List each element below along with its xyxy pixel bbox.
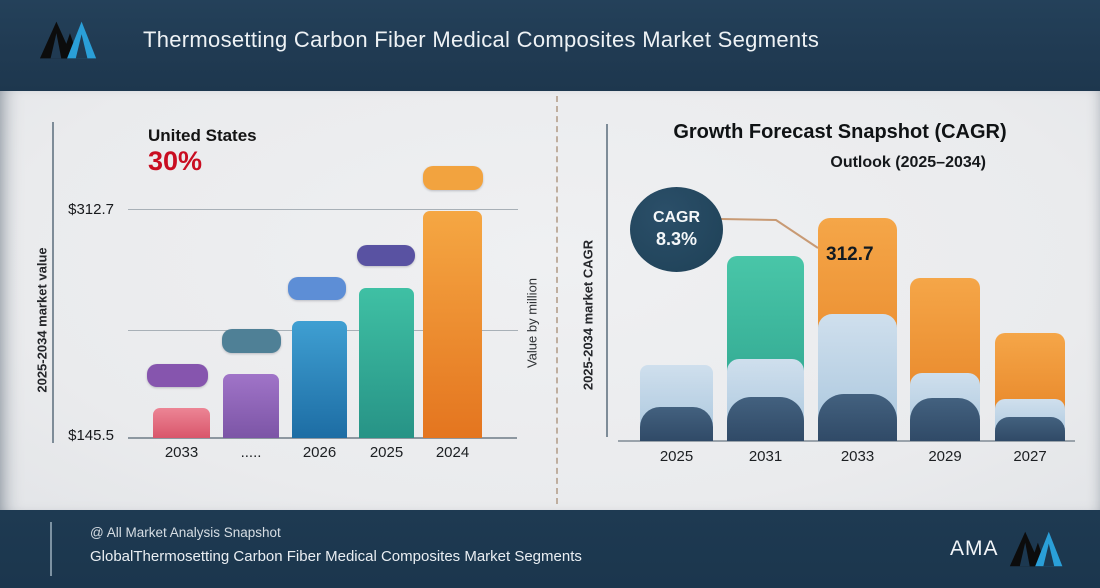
footer-divider-line [50,522,52,576]
footer: @ All Market Analysis Snapshot GlobalThe… [0,510,1100,588]
ama-footer-logo-icon [1009,531,1063,567]
left-y-axis-title: 2025-2034 market value [34,247,50,393]
left-x-axis-label-.....: ..... [240,444,262,461]
right-x-axis-label-2033: 2033 [840,448,875,465]
right-x-axis-label-2025: 2025 [659,448,694,465]
right-bar-2029-navy [910,398,980,441]
right-y-axis-line [606,124,608,437]
left-bar-marker-..... [222,329,281,353]
left-bar-2025 [359,288,414,438]
right-bar-2033-navy [818,394,897,441]
footer-brand-text: AMA [950,537,999,560]
cagr-badge-value: 8.3% [655,229,698,250]
right-bar-2027-navy [995,417,1065,441]
left-chart-region-label: United States [148,126,257,145]
left-bar-marker-2025 [357,245,415,266]
left-value-axis-label: Value by million [524,277,540,369]
left-bar-marker-2033 [147,364,208,387]
right-x-axis-label-2027: 2027 [1013,448,1047,465]
right-bar-2025-navy [640,407,713,441]
left-bar-..... [223,374,279,438]
left-x-axis-label-2025: 2025 [369,444,404,461]
right-x-axis-label-2031: 2031 [748,448,783,465]
cagr-badge-label: CAGR [652,209,701,227]
right-x-axis-label-2029: 2029 [928,448,962,465]
panel-divider [556,96,558,504]
right-y-axis-title: 2025-2034 market CAGR [580,239,596,391]
ama-logo-icon [39,21,97,59]
left-bar-2024 [423,211,482,438]
page-title: Thermosetting Carbon Fiber Medical Compo… [143,27,820,52]
right-chart-subtitle: Outlook (2025–2034) [830,154,986,171]
left-bar-marker-2026 [288,277,346,300]
left-x-axis-line [128,437,517,439]
cagr-badge: CAGR 8.3% [630,187,723,272]
right-bar-2031-navy [727,397,804,441]
footer-credit: @ All Market Analysis Snapshot [90,525,281,540]
left-x-axis-label-2026: 2026 [302,444,337,461]
footer-caption: GlobalThermosetting Carbon Fiber Medical… [90,548,582,565]
value-annotation: 312.7 [826,244,874,265]
left-x-axis-label-2033: 2033 [164,444,199,461]
right-x-axis-line [618,440,1075,442]
left-bar-2026 [292,321,347,438]
left-bar-2033 [153,408,210,438]
left-y-tick-top: $312.7 [68,201,114,218]
left-y-tick-bottom: $145.5 [68,427,114,444]
left-gridline-top [128,209,518,210]
left-bar-marker-2024 [423,166,483,190]
left-y-axis-line [52,122,54,443]
left-x-axis-label-2024: 2024 [435,444,470,461]
left-chart-highlight-value: 30% [148,146,203,176]
right-chart-title: Growth Forecast Snapshot (CAGR) [673,121,1007,143]
content-area: $312.7 $145.5 2025-2034 market value Val… [0,91,1100,510]
header: Thermosetting Carbon Fiber Medical Compo… [0,0,1100,93]
